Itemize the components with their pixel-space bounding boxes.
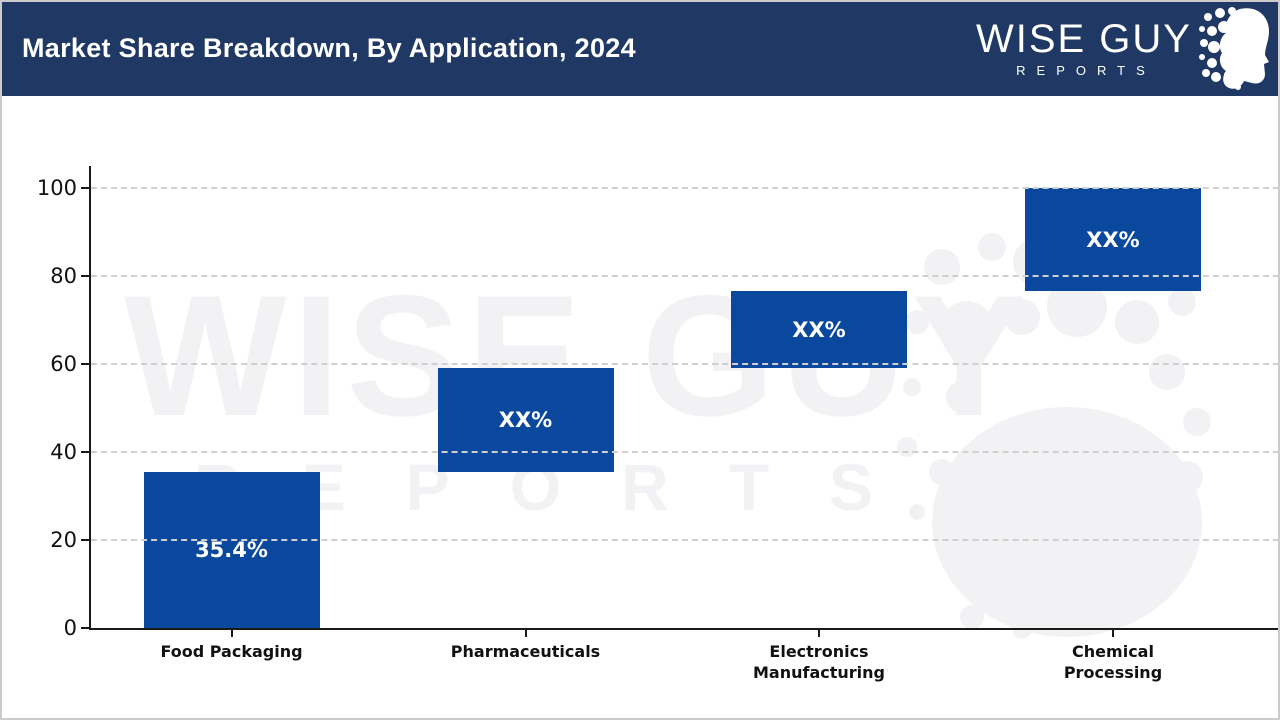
x-tick-mark — [818, 630, 820, 637]
x-category-label-line: Processing — [1063, 663, 1163, 682]
gridline-20 — [91, 539, 1278, 541]
bar-3 — [1025, 188, 1201, 292]
y-tick-mark — [81, 539, 89, 541]
brand-logo: WISE GUY REPORTS — [976, 5, 1278, 91]
bar-value-label: XX% — [498, 408, 553, 433]
x-tick-mark — [524, 630, 527, 637]
y-tick-mark — [81, 275, 89, 277]
bar-value-label: XX% — [1086, 227, 1140, 252]
bar-value-label: 35.4% — [195, 538, 268, 563]
y-tick-label: 20 — [50, 528, 77, 552]
gridline-100 — [91, 187, 1278, 189]
dotted-face-profile-icon — [1199, 7, 1269, 90]
bar-0 — [143, 472, 320, 628]
bar-value-label: XX% — [792, 317, 846, 342]
x-category-label-line: Manufacturing — [753, 663, 885, 682]
y-tick-label: 60 — [50, 352, 77, 376]
bar-1 — [437, 368, 614, 473]
x-category-label-line: Electronics — [769, 642, 869, 661]
y-tick-mark — [81, 627, 89, 629]
y-tick-mark — [81, 187, 89, 189]
x-category-label: Electronics Manufacturing — [699, 641, 939, 683]
brand-name: WISE GUY — [975, 17, 1192, 61]
x-category-label: Food Packaging — [112, 641, 352, 662]
y-tick-mark — [81, 451, 89, 453]
brand-logo-text: WISE GUY REPORTS — [976, 19, 1192, 77]
gridline-40 — [91, 451, 1278, 453]
x-category-label-line: Pharmaceuticals — [450, 642, 601, 661]
x-category-label: Chemical Processing — [993, 641, 1233, 683]
x-tick-mark — [230, 630, 233, 637]
page-title: Market Share Breakdown, By Application, … — [22, 32, 636, 63]
brand-subtitle: REPORTS — [1016, 63, 1156, 78]
bar-2 — [731, 291, 907, 369]
x-category-label-line: Chemical — [1072, 642, 1154, 661]
y-axis-line — [89, 166, 91, 630]
y-tick-label: 100 — [36, 176, 77, 200]
x-category-label-line: Food Packaging — [160, 642, 303, 661]
x-category-label: Pharmaceuticals — [406, 641, 646, 662]
y-tick-mark — [81, 363, 89, 365]
x-tick-mark — [1112, 630, 1114, 637]
y-tick-label: 40 — [50, 440, 77, 464]
header-bar: Market Share Breakdown, By Application, … — [2, 2, 1278, 96]
x-axis-line — [89, 628, 1278, 630]
y-tick-label: 0 — [63, 616, 77, 640]
y-tick-label: 80 — [50, 264, 77, 288]
gridline-60 — [91, 363, 1278, 365]
gridline-80 — [91, 275, 1278, 277]
